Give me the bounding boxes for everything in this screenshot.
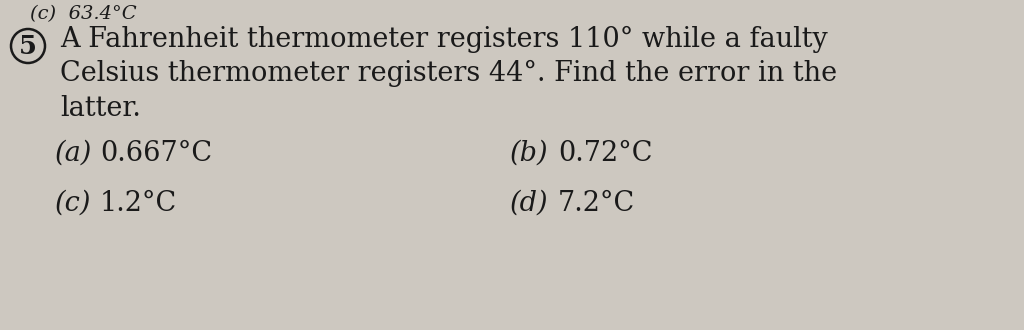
Text: latter.: latter. bbox=[60, 95, 141, 122]
Text: (c)  63.4°C: (c) 63.4°C bbox=[30, 5, 136, 23]
Text: 7.2°C: 7.2°C bbox=[558, 190, 635, 217]
Text: Celsius thermometer registers 44°. Find the error in the: Celsius thermometer registers 44°. Find … bbox=[60, 60, 838, 87]
Text: (a): (a) bbox=[55, 140, 92, 167]
Text: 0.667°C: 0.667°C bbox=[100, 140, 212, 167]
Text: (b): (b) bbox=[510, 140, 549, 167]
Text: (c): (c) bbox=[55, 190, 91, 217]
Text: (d): (d) bbox=[510, 190, 549, 217]
Text: 5: 5 bbox=[19, 34, 37, 58]
Text: A Fahrenheit thermometer registers 110° while a faulty: A Fahrenheit thermometer registers 110° … bbox=[60, 26, 827, 53]
Text: 1.2°C: 1.2°C bbox=[100, 190, 177, 217]
Text: 0.72°C: 0.72°C bbox=[558, 140, 652, 167]
